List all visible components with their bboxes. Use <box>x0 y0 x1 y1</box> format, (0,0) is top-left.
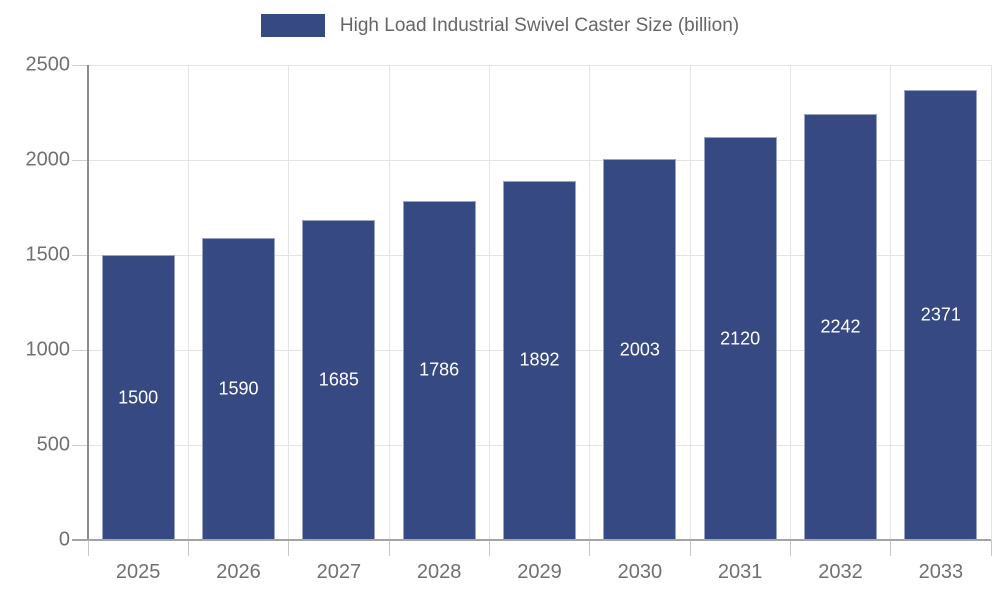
bar-value-label: 2371 <box>920 304 961 325</box>
x-tick-label: 2030 <box>617 561 663 583</box>
x-gridline <box>589 65 591 540</box>
y-tick-label: 1500 <box>25 243 71 266</box>
bar-value-label: 1685 <box>318 369 359 390</box>
x-gridline <box>388 65 390 540</box>
x-axis-tick <box>288 540 290 556</box>
x-gridline <box>890 65 892 540</box>
x-axis-tick <box>388 540 390 556</box>
bar[interactable] <box>804 114 877 540</box>
bar-value-label: 1590 <box>218 378 259 399</box>
bar-value-label: 2120 <box>720 328 761 349</box>
bar-value-label: 2003 <box>619 339 660 360</box>
x-axis-tick <box>890 540 892 556</box>
y-tick-label: 500 <box>36 433 70 456</box>
legend-swatch <box>260 14 325 37</box>
bar[interactable] <box>703 137 777 540</box>
y-gridline <box>88 64 991 66</box>
x-axis-tick <box>990 540 992 556</box>
x-gridline <box>990 65 992 540</box>
bar-value-label: 1500 <box>118 387 159 407</box>
x-axis-tick <box>87 540 89 556</box>
y-tick-label: 1000 <box>25 338 71 361</box>
bar-value-label: 1786 <box>419 359 460 380</box>
y-axis-tick <box>72 254 88 256</box>
x-gridline <box>187 65 189 540</box>
x-gridline <box>488 65 490 540</box>
bar[interactable] <box>503 180 576 540</box>
y-axis-tick <box>72 159 88 161</box>
y-axis-tick <box>72 444 88 446</box>
y-tick-label: 2500 <box>25 53 71 76</box>
x-tick-label: 2033 <box>918 561 964 583</box>
x-axis-tick <box>488 540 490 556</box>
bar-value-label: 2242 <box>820 316 861 337</box>
y-tick-label: 0 <box>58 528 70 551</box>
x-axis-tick <box>689 540 691 556</box>
x-axis-tick <box>589 540 591 556</box>
x-tick-label: 2025 <box>115 561 161 583</box>
x-tick-label: 2032 <box>818 561 863 583</box>
x-gridline <box>789 65 791 540</box>
bar[interactable] <box>302 219 376 540</box>
x-tick-label: 2029 <box>517 561 562 583</box>
y-gridline <box>88 159 991 161</box>
x-tick-label: 2028 <box>416 561 462 583</box>
y-axis-tick <box>72 349 88 351</box>
x-axis-line <box>72 539 991 541</box>
y-axis-line <box>87 65 89 540</box>
y-axis-tick <box>72 64 88 66</box>
bar[interactable] <box>904 89 978 540</box>
bar[interactable] <box>202 237 275 540</box>
x-axis-tick <box>187 540 189 556</box>
x-tick-label: 2026 <box>216 561 261 583</box>
chart-legend[interactable]: High Load Industrial Swivel Caster Size … <box>0 14 1000 37</box>
x-gridline <box>288 65 290 540</box>
bar[interactable] <box>402 200 476 540</box>
x-gridline <box>689 65 691 540</box>
legend-series-label: High Load Industrial Swivel Caster Size … <box>339 14 740 36</box>
bar[interactable] <box>101 255 175 540</box>
x-tick-label: 2031 <box>717 561 763 583</box>
y-tick-label: 2000 <box>25 148 71 171</box>
bar[interactable] <box>603 159 677 540</box>
x-axis-tick <box>789 540 791 556</box>
plot-area: 0 500 1000 1500 2000 2500 1500 2025 1590 2026 1685… <box>26 54 992 583</box>
x-tick-label: 2027 <box>316 561 362 583</box>
bar-value-label: 1892 <box>519 349 560 370</box>
